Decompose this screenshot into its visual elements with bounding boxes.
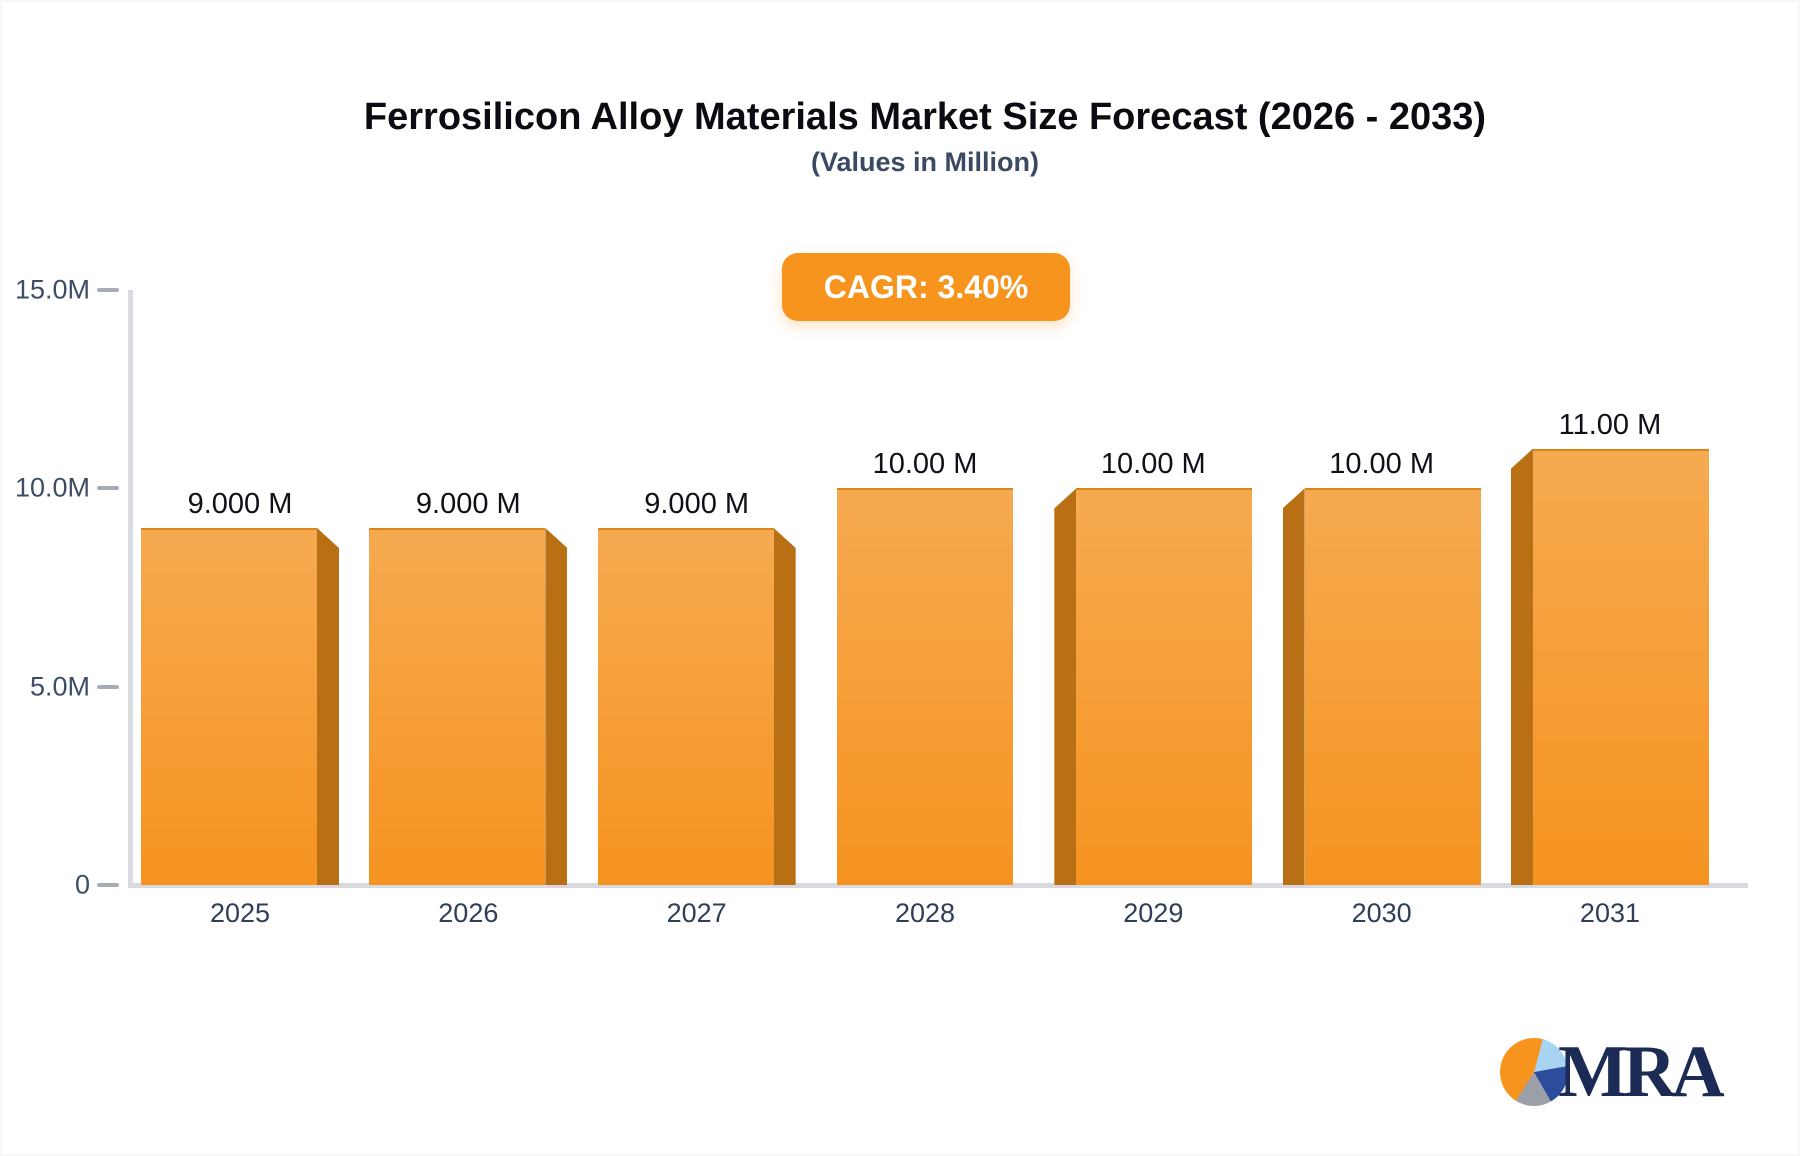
bar-2027[interactable]: 9.000 M	[597, 488, 796, 885]
y-tick-dash	[97, 486, 119, 491]
x-axis-label-2026: 2026	[438, 898, 499, 928]
chart-title: Ferrosilicon Alloy Materials Market Size…	[363, 96, 1487, 138]
x-axis-label-2028: 2028	[894, 898, 956, 928]
y-tick-label: 5.0M	[29, 671, 90, 702]
bar-side-face	[1054, 488, 1077, 885]
bar-value-label: 10.00 M	[1329, 448, 1435, 481]
y-tick-label: 0	[74, 869, 90, 900]
bar-side-face	[317, 528, 339, 885]
bar-face	[1076, 488, 1253, 885]
bar-value-label: 11.00 M	[1558, 408, 1662, 441]
bar-side-face	[1510, 448, 1533, 885]
bar-2025[interactable]: 9.000 M	[141, 488, 339, 885]
y-tick-dash	[97, 883, 119, 887]
y-tick-label: 15.0M	[14, 274, 90, 305]
bar-2030[interactable]: 10.00 M	[1282, 448, 1481, 885]
logo-text: MRA	[1558, 1031, 1725, 1113]
y-tick-dash	[97, 684, 119, 689]
x-axis-label-2027: 2027	[666, 898, 727, 928]
bar-2031[interactable]: 11.00 M	[1510, 409, 1709, 885]
bar-2029[interactable]: 10.00 M	[1054, 448, 1253, 885]
pie-chart-icon	[1500, 1038, 1568, 1106]
bar-side-face	[773, 528, 796, 885]
x-axis-line	[128, 883, 1748, 888]
bar-value-label: 10.00 M	[1100, 448, 1206, 481]
bar-side-face	[1282, 488, 1305, 885]
cagr-badge: CAGR: 3.40%	[782, 253, 1070, 321]
y-tick-label: 10.0M	[14, 472, 90, 503]
bar-side-face	[545, 528, 568, 885]
mra-logo: MRA	[1500, 1031, 1725, 1113]
bar-face	[597, 528, 774, 885]
x-axis-label-2031: 2031	[1579, 898, 1640, 928]
y-axis-line	[128, 290, 133, 887]
chart-subtitle: (Values in Million)	[810, 147, 1040, 177]
bar-face	[1532, 448, 1709, 885]
bar-face	[836, 488, 1013, 885]
bar-value-label: 9.000 M	[644, 488, 750, 520]
bar-face	[369, 528, 546, 885]
bar-face	[1304, 488, 1481, 885]
chart-header: Ferrosilicon Alloy Materials Market Size…	[25, 94, 1800, 182]
y-tick-dash	[97, 288, 119, 292]
bar-value-label: 9.000 M	[187, 488, 293, 520]
x-axis-label-2029: 2029	[1123, 898, 1184, 928]
bar-value-label: 10.00 M	[872, 448, 978, 481]
x-axis-label-2025: 2025	[209, 898, 271, 928]
x-axis-label-2030: 2030	[1351, 898, 1412, 928]
bar-2026[interactable]: 9.000 M	[369, 488, 568, 885]
bar-2028[interactable]: 10.00 M	[836, 448, 1013, 885]
bar-value-label: 9.000 M	[415, 488, 521, 520]
bar-face	[141, 528, 317, 885]
